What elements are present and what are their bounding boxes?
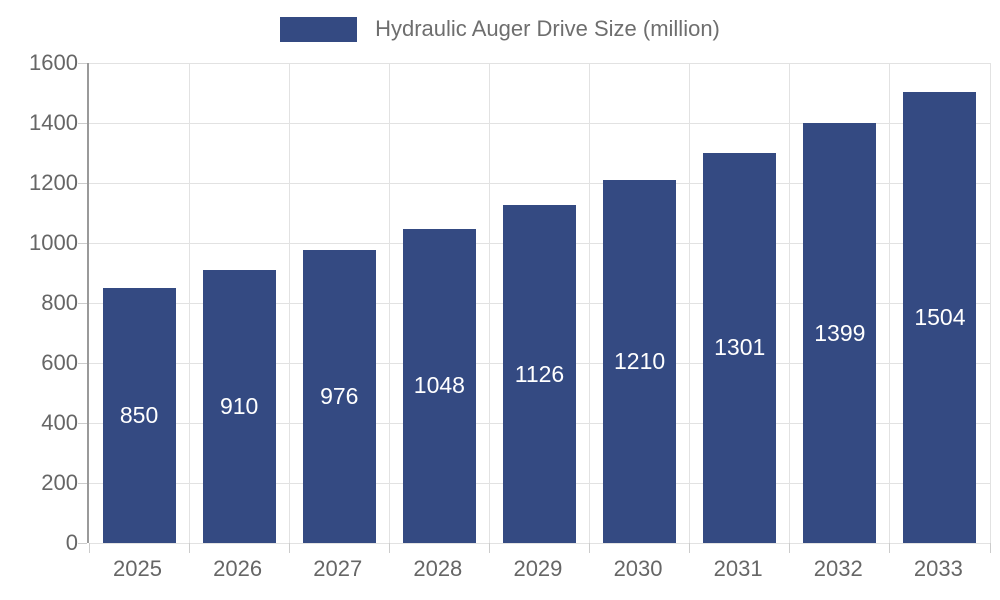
x-axis-label: 2031 — [713, 556, 763, 581]
gridline-horizontal — [89, 182, 990, 184]
bar-2031: 1301 — [703, 152, 777, 543]
x-axis-label: 2027 — [313, 556, 363, 581]
y-axis-tick — [78, 422, 87, 424]
plot-area: 850 910 976 1048 1126 1210 1301 1399 1504 — [78, 62, 991, 553]
x-axis-tick — [789, 543, 791, 553]
x-axis-tick — [589, 543, 591, 553]
bar-value-label: 1048 — [413, 372, 465, 399]
x-axis-label: 2033 — [913, 556, 963, 581]
x-axis-tick — [288, 543, 290, 553]
x-axis-label: 2030 — [613, 556, 663, 581]
bar-2027: 976 — [302, 250, 376, 543]
bar-2029: 1126 — [503, 205, 576, 543]
legend-label: Hydraulic Auger Drive Size (million) — [375, 16, 720, 41]
bar-value-label: 1399 — [814, 319, 866, 346]
y-axis-tick — [78, 62, 87, 64]
y-axis-tick — [78, 242, 87, 244]
y-axis-label: 200 — [41, 470, 78, 495]
x-axis-tick — [488, 543, 490, 553]
legend-swatch — [280, 16, 358, 42]
bar-value-label: 1210 — [614, 348, 666, 374]
chart-legend: Hydraulic Auger Drive Size (million) — [0, 15, 1000, 43]
x-axis-label: 2028 — [413, 556, 463, 581]
bar-value-label: 1301 — [714, 334, 766, 361]
y-axis-tick — [78, 302, 87, 304]
bar-2026: 910 — [202, 270, 276, 543]
gridline-vertical — [288, 63, 290, 543]
bar-2030: 1210 — [603, 180, 677, 543]
x-axis-tick — [88, 543, 90, 553]
y-axis-label: 1200 — [29, 170, 78, 195]
y-axis-label: 1000 — [29, 230, 78, 255]
x-axis-tick — [689, 543, 691, 553]
gridline-vertical — [689, 63, 691, 543]
bar-2033: 1504 — [903, 91, 977, 543]
y-axis-tick — [78, 182, 87, 184]
gridline-vertical — [188, 63, 190, 543]
y-axis-tick — [78, 122, 87, 124]
x-axis-tick — [889, 543, 891, 553]
x-axis-tick — [388, 543, 390, 553]
y-axis-tick — [78, 362, 87, 364]
bar-value-label: 910 — [219, 393, 259, 419]
y-axis-label: 600 — [41, 350, 78, 375]
bar-value-label: 1126 — [514, 360, 565, 387]
y-axis-label: 800 — [41, 290, 78, 315]
gridline-vertical — [388, 63, 390, 543]
gridline-horizontal — [89, 62, 990, 64]
y-axis-label: 0 — [65, 530, 78, 555]
y-axis-label: 1400 — [29, 110, 78, 135]
gridline-vertical — [789, 63, 791, 543]
gridline-vertical — [589, 63, 591, 543]
bar-value-label: 976 — [320, 383, 359, 410]
gridline-vertical — [488, 63, 490, 543]
x-axis-label: 2025 — [113, 556, 162, 581]
bar-2025: 850 — [102, 288, 176, 543]
x-axis-label: 2026 — [213, 556, 263, 581]
y-axis-label: 400 — [41, 410, 78, 435]
gridline-vertical — [989, 63, 991, 543]
y-axis-label: 1600 — [29, 50, 78, 75]
bar-2032: 1399 — [803, 123, 877, 543]
y-axis-tick — [78, 542, 87, 544]
y-axis-tick — [78, 482, 87, 484]
bar-value-label: 850 — [119, 402, 159, 428]
x-axis-tick — [989, 543, 991, 553]
gridline-vertical — [889, 63, 891, 543]
bar-2028: 1048 — [402, 228, 476, 543]
bar-value-label: 1504 — [914, 303, 966, 330]
gridline-horizontal — [89, 122, 990, 124]
x-axis-label: 2029 — [513, 556, 563, 581]
gridline-horizontal — [89, 542, 990, 544]
x-axis-tick — [188, 543, 190, 553]
x-axis-label: 2032 — [813, 556, 863, 581]
